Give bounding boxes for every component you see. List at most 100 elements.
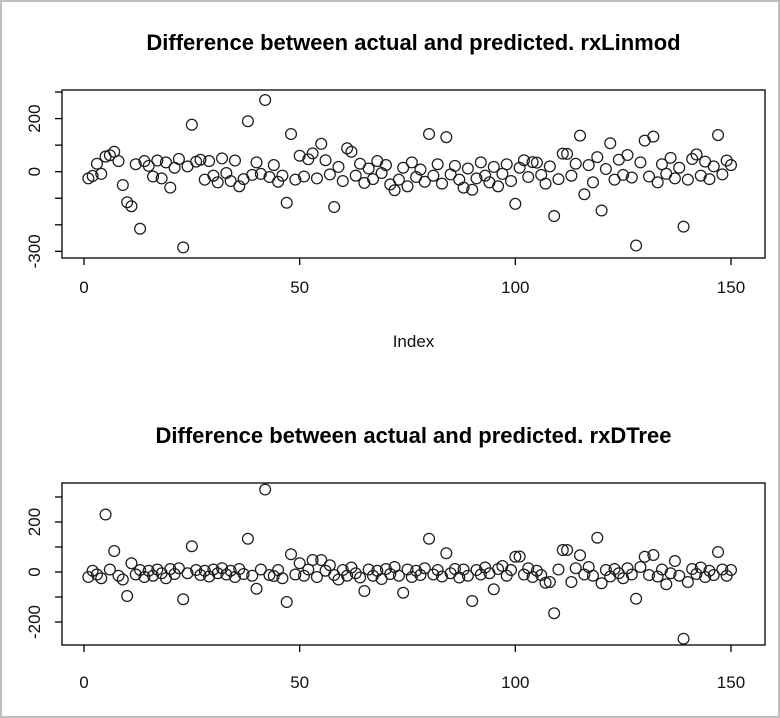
data-point bbox=[289, 568, 302, 581]
data-point bbox=[418, 562, 431, 575]
data-point bbox=[220, 568, 233, 581]
data-point bbox=[466, 183, 479, 196]
data-point bbox=[194, 153, 207, 166]
data-point bbox=[530, 564, 543, 577]
data-point bbox=[621, 148, 634, 161]
data-point bbox=[392, 569, 405, 582]
data-point bbox=[673, 161, 686, 174]
data-point bbox=[90, 157, 103, 170]
data-point bbox=[414, 568, 427, 582]
plot-box bbox=[61, 89, 766, 259]
data-point bbox=[427, 568, 440, 581]
data-point bbox=[103, 563, 116, 576]
data-point bbox=[479, 169, 492, 182]
data-point bbox=[530, 156, 543, 169]
data-point bbox=[651, 570, 664, 583]
data-point bbox=[259, 483, 272, 496]
x-tick-label: 100 bbox=[501, 278, 529, 297]
data-point bbox=[509, 197, 522, 210]
data-point bbox=[634, 156, 647, 169]
data-point bbox=[203, 570, 216, 583]
data-point bbox=[82, 570, 95, 584]
data-point bbox=[332, 160, 345, 173]
data-point bbox=[254, 167, 267, 180]
data-point bbox=[207, 169, 220, 182]
data-point bbox=[586, 569, 599, 582]
data-point bbox=[121, 196, 134, 209]
data-point bbox=[574, 549, 587, 562]
data-point bbox=[724, 563, 738, 577]
data-point bbox=[362, 162, 375, 175]
data-point bbox=[194, 568, 207, 582]
data-point bbox=[151, 563, 164, 576]
data-point bbox=[267, 569, 280, 583]
y-tick-label: 200 bbox=[25, 508, 44, 536]
data-point bbox=[397, 161, 410, 174]
data-point bbox=[599, 163, 612, 176]
data-point bbox=[405, 570, 418, 584]
data-point bbox=[418, 175, 431, 188]
data-point bbox=[99, 508, 112, 521]
data-point bbox=[668, 554, 681, 568]
data-point bbox=[151, 154, 164, 167]
data-point bbox=[487, 583, 500, 596]
data-point bbox=[354, 571, 367, 584]
data-points bbox=[82, 483, 738, 645]
data-point bbox=[297, 170, 311, 183]
data-point bbox=[630, 592, 643, 605]
data-point bbox=[112, 155, 125, 168]
data-point bbox=[423, 127, 436, 141]
data-point bbox=[366, 173, 380, 186]
data-point bbox=[142, 159, 155, 172]
data-point bbox=[224, 564, 237, 577]
data-point bbox=[423, 532, 436, 545]
data-point bbox=[664, 567, 677, 580]
data-point bbox=[323, 168, 336, 181]
data-point bbox=[289, 173, 302, 186]
data-point bbox=[586, 176, 599, 189]
data-point bbox=[487, 160, 500, 173]
data-point bbox=[164, 181, 177, 194]
data-point bbox=[647, 130, 660, 143]
data-point bbox=[625, 568, 638, 581]
data-point bbox=[310, 570, 323, 584]
data-point bbox=[224, 174, 237, 188]
data-point bbox=[630, 239, 643, 252]
y-tick-label: 200 bbox=[25, 104, 44, 132]
data-point bbox=[716, 563, 729, 576]
data-point bbox=[595, 204, 608, 217]
data-point bbox=[280, 196, 293, 209]
chart-title: Difference between actual and predicted.… bbox=[156, 423, 672, 448]
data-point bbox=[250, 582, 263, 595]
data-point bbox=[625, 171, 638, 184]
data-point bbox=[177, 241, 190, 254]
data-point bbox=[427, 169, 440, 182]
data-point bbox=[177, 593, 190, 606]
data-point bbox=[448, 159, 461, 172]
data-point bbox=[172, 152, 185, 165]
data-point bbox=[358, 584, 371, 598]
data-point bbox=[724, 159, 738, 172]
data-point bbox=[384, 567, 397, 581]
data-point bbox=[405, 156, 418, 169]
data-point bbox=[431, 158, 444, 171]
data-point bbox=[565, 169, 578, 182]
data-point bbox=[379, 159, 392, 172]
data-point bbox=[134, 222, 147, 235]
data-point bbox=[660, 578, 673, 591]
data-point bbox=[138, 570, 151, 584]
data-point bbox=[233, 180, 246, 193]
data-point bbox=[461, 162, 474, 175]
data-point bbox=[617, 168, 630, 181]
data-point bbox=[474, 156, 487, 169]
data-point bbox=[125, 200, 138, 213]
x-tick-label: 150 bbox=[717, 278, 745, 297]
data-point bbox=[121, 589, 134, 603]
data-point bbox=[103, 149, 116, 162]
data-point bbox=[539, 177, 552, 190]
data-point bbox=[129, 568, 142, 581]
data-point bbox=[552, 563, 565, 576]
data-point bbox=[410, 564, 423, 577]
